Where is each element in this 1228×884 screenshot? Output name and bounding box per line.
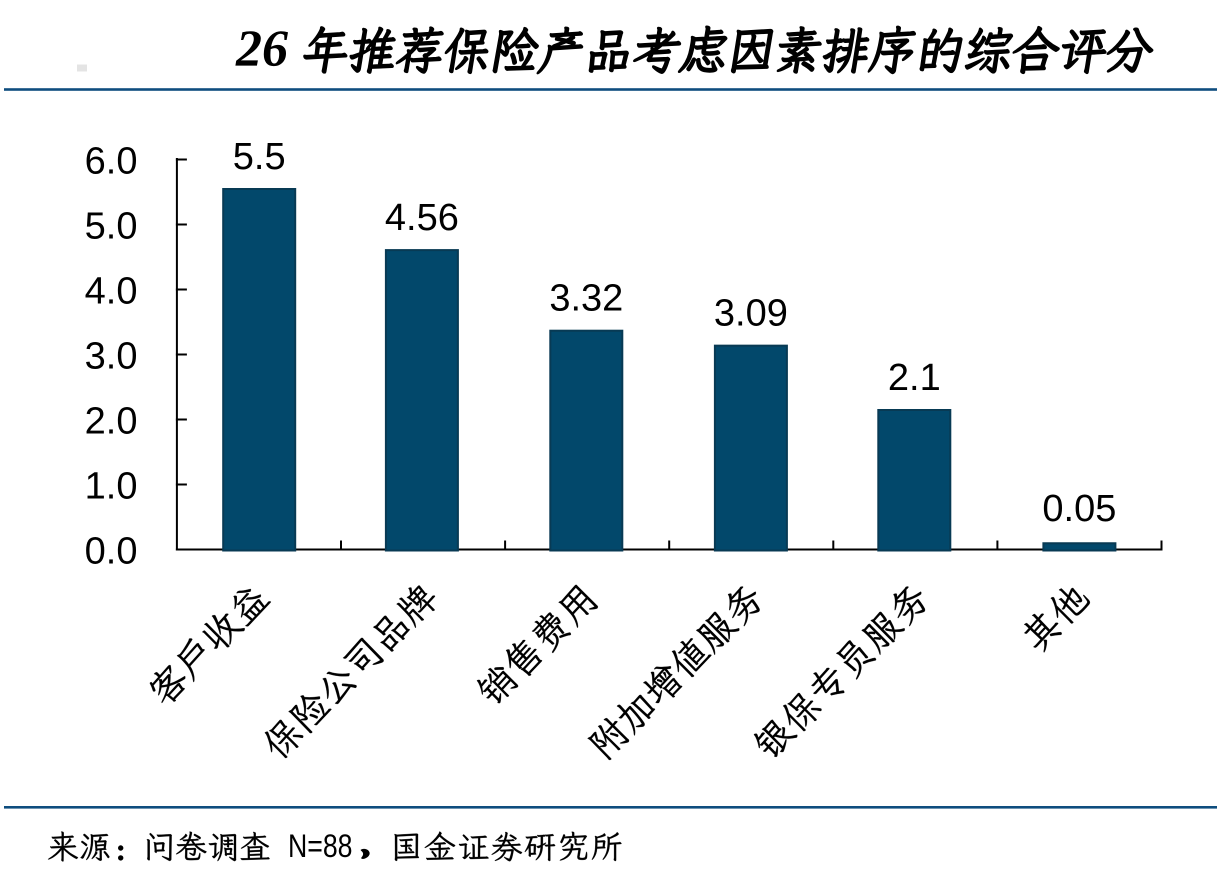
- svg-text:4.56: 4.56: [385, 197, 459, 239]
- svg-text:3.32: 3.32: [549, 278, 623, 320]
- svg-text:5.0: 5.0: [85, 206, 138, 248]
- svg-text:1.0: 1.0: [85, 466, 138, 508]
- svg-text:6.0: 6.0: [85, 141, 138, 183]
- svg-text:N=88: N=88: [288, 828, 353, 864]
- svg-text:0.0: 0.0: [85, 531, 138, 573]
- svg-text:3.09: 3.09: [714, 293, 788, 335]
- svg-text:0.05: 0.05: [1042, 488, 1116, 530]
- svg-text:2.0: 2.0: [85, 401, 138, 443]
- svg-text:2.1: 2.1: [888, 357, 941, 399]
- svg-text:3.0: 3.0: [85, 336, 138, 378]
- svg-text:5.5: 5.5: [233, 136, 286, 178]
- svg-text:4.0: 4.0: [85, 271, 138, 313]
